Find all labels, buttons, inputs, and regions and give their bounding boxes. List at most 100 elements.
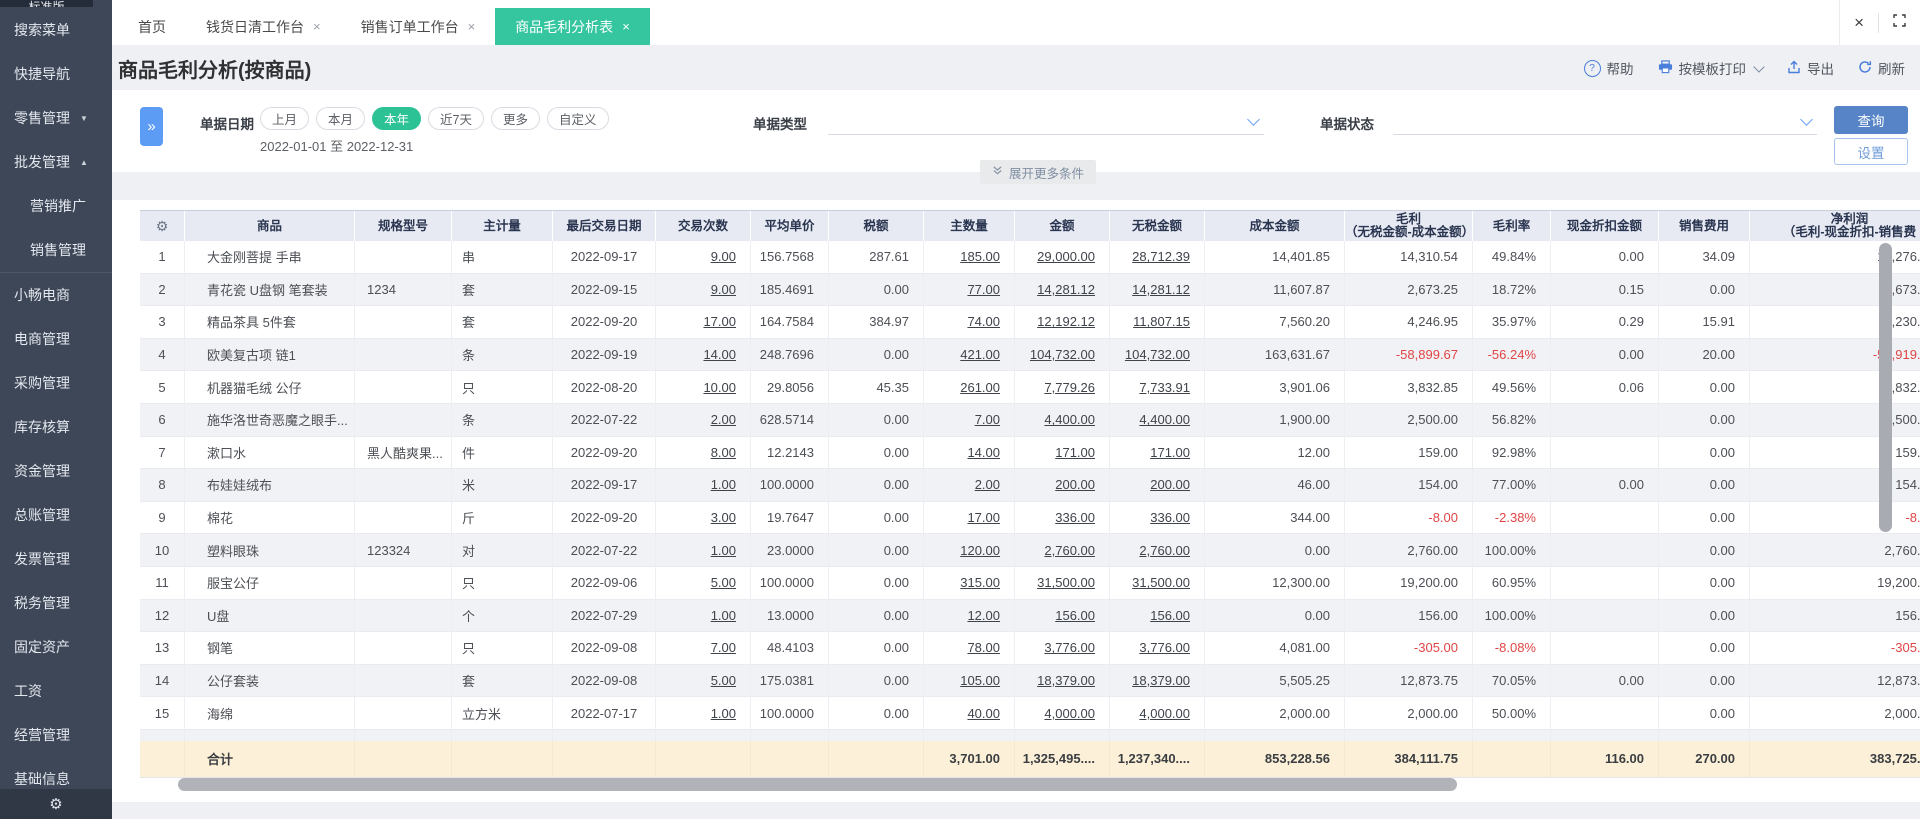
- help-button[interactable]: ? 帮助: [1583, 58, 1634, 78]
- column-header-unit[interactable]: 主计量: [452, 211, 553, 241]
- cell-qty[interactable]: 77.00: [924, 273, 1015, 307]
- expand-more-button[interactable]: 展开更多条件: [980, 160, 1097, 184]
- date-range-value[interactable]: 2022-01-01 至 2022-12-31: [260, 139, 414, 154]
- settings-button[interactable]: 设置: [1834, 138, 1908, 165]
- cell-untaxed-amount[interactable]: 4,400.00: [1110, 403, 1205, 437]
- cell-amount[interactable]: 104,732.00: [1015, 338, 1110, 372]
- cell-untaxed-amount[interactable]: 18,379.00: [1110, 664, 1205, 698]
- cell-untaxed-amount[interactable]: 156.00: [1110, 599, 1205, 633]
- column-header-selling-expense[interactable]: 销售费用: [1659, 211, 1750, 241]
- cell-untaxed-amount[interactable]: 200.00: [1110, 469, 1205, 502]
- table-row[interactable]: 15 海绵 立方米 2022-07-17 1.00 100.0000 0.00 40.00 4,…: [140, 697, 1920, 730]
- sidebar-item[interactable]: 销售管理: [0, 228, 112, 272]
- table-row[interactable]: 6 施华洛世奇恶魔之眼手... 条 2022-07-22 2.00 628.5714 0.0…: [140, 403, 1920, 437]
- close-icon[interactable]: ×: [1854, 12, 1864, 32]
- cell-trade-count[interactable]: 1.00: [656, 469, 751, 502]
- table-row[interactable]: 1 大金刚菩提 手串 串 2022-09-17 9.00 156.7568 287.61 18…: [140, 241, 1920, 274]
- sidebar-item[interactable]: 库存核算: [0, 405, 112, 449]
- cell-qty[interactable]: 14.00: [924, 436, 1015, 470]
- cell-trade-count[interactable]: 1.00: [656, 697, 751, 730]
- tab[interactable]: 销售订单工作台 ×: [341, 8, 496, 45]
- sidebar-footer[interactable]: ⚙: [0, 789, 112, 819]
- chevron-down-icon[interactable]: [1753, 60, 1765, 73]
- export-button[interactable]: 导出: [1787, 58, 1834, 78]
- cell-qty[interactable]: 421.00: [924, 338, 1015, 372]
- cell-qty[interactable]: 78.00: [924, 632, 1015, 665]
- sidebar-item[interactable]: 工资: [0, 669, 112, 713]
- cell-trade-count[interactable]: 3.00: [656, 501, 751, 535]
- table-row[interactable]: 12 U盘个 2022-07-29 1.00 13.0000 0.00 12.00 156.0…: [140, 599, 1920, 633]
- cell-trade-count[interactable]: 14.00: [656, 338, 751, 372]
- column-header-qty[interactable]: 主数量: [924, 211, 1015, 241]
- column-header-product[interactable]: 商品: [185, 211, 355, 241]
- doc-status-select[interactable]: [1393, 108, 1817, 135]
- cell-trade-count[interactable]: 5.00: [656, 664, 751, 698]
- cell-trade-count[interactable]: 17.00: [656, 306, 751, 339]
- sidebar-item[interactable]: 资金管理: [0, 449, 112, 493]
- sidebar-item[interactable]: 采购管理: [0, 361, 112, 405]
- column-header-untaxed-amount[interactable]: 无税金额: [1110, 211, 1205, 241]
- table-row[interactable]: 4 欧美复古项 链1 条 2022-09-19 14.00 248.7696 0.00 421…: [140, 338, 1920, 372]
- tab-close-icon[interactable]: ×: [622, 19, 630, 34]
- doc-type-select[interactable]: [828, 108, 1264, 135]
- refresh-button[interactable]: 刷新: [1858, 58, 1905, 78]
- table-row[interactable]: 3 精品茶具 5件套套 2022-09-20 17.00 164.7584 384.97 7…: [140, 306, 1920, 339]
- sidebar-item[interactable]: 搜索菜单: [0, 8, 112, 52]
- cell-untaxed-amount[interactable]: 11,807.15: [1110, 306, 1205, 339]
- column-header-row-number[interactable]: ⚙: [140, 211, 185, 241]
- table-row[interactable]: 16: [140, 729, 1920, 741]
- cell-untaxed-amount[interactable]: 31,500.00: [1110, 566, 1205, 600]
- cell-qty[interactable]: 315.00: [924, 566, 1015, 600]
- sidebar-item[interactable]: 发票管理: [0, 537, 112, 581]
- sidebar-item[interactable]: 电商管理: [0, 317, 112, 361]
- tab[interactable]: 首页: [118, 8, 186, 45]
- cell-untaxed-amount[interactable]: 4,000.00: [1110, 697, 1205, 730]
- vertical-scrollbar[interactable]: [1879, 243, 1892, 532]
- sidebar-item[interactable]: 总账管理: [0, 493, 112, 537]
- cell-amount[interactable]: 29,000.00: [1015, 241, 1110, 274]
- column-header-avg-price[interactable]: 平均单价: [751, 211, 829, 241]
- fullscreen-icon[interactable]: [1893, 13, 1906, 32]
- cell-trade-count[interactable]: 10.00: [656, 371, 751, 404]
- date-chip[interactable]: 上月: [260, 107, 310, 130]
- cell-qty[interactable]: 7.00: [924, 403, 1015, 437]
- cell-amount[interactable]: 2,760.00: [1015, 534, 1110, 567]
- cell-untaxed-amount[interactable]: 28,712.39: [1110, 241, 1205, 274]
- date-chip[interactable]: 更多: [491, 107, 541, 130]
- cell-amount[interactable]: 171.00: [1015, 436, 1110, 470]
- table-row[interactable]: 14 公仔套装套 2022-09-08 5.00 175.0381 0.00 105.00 1…: [140, 664, 1920, 698]
- table-row[interactable]: 9 棉花斤 2022-09-20 3.00 19.7647 0.00 17.00 336.00…: [140, 501, 1920, 535]
- cell-qty[interactable]: 120.00: [924, 534, 1015, 567]
- cell-qty[interactable]: 2.00: [924, 469, 1015, 502]
- cell-trade-count[interactable]: 9.00: [656, 273, 751, 307]
- date-chip[interactable]: 本月: [316, 107, 366, 130]
- cell-amount[interactable]: 156.00: [1015, 599, 1110, 633]
- cell-untaxed-amount[interactable]: 14,281.12: [1110, 273, 1205, 307]
- column-header-last-trade-date[interactable]: 最后交易日期: [553, 211, 656, 241]
- date-chip[interactable]: 本年: [372, 107, 422, 130]
- sidebar-item[interactable]: 基础信息: [0, 757, 112, 801]
- column-header-amount[interactable]: 金额: [1015, 211, 1110, 241]
- cell-untaxed-amount[interactable]: 3,776.00: [1110, 632, 1205, 665]
- cell-untaxed-amount[interactable]: 104,732.00: [1110, 338, 1205, 372]
- cell-qty[interactable]: 185.00: [924, 241, 1015, 274]
- cell-untaxed-amount[interactable]: 336.00: [1110, 501, 1205, 535]
- settings-gear-icon[interactable]: ⚙: [49, 796, 63, 813]
- sidebar-item[interactable]: 零售管理 ▼: [0, 96, 112, 140]
- cell-untaxed-amount[interactable]: 7,733.91: [1110, 371, 1205, 404]
- column-header-spec-model[interactable]: 规格型号: [355, 211, 452, 241]
- sidebar-item[interactable]: 经营管理: [0, 713, 112, 757]
- cell-trade-count[interactable]: 1.00: [656, 599, 751, 633]
- table-row[interactable]: 8 布娃娃绒布米 2022-09-17 1.00 100.0000 0.00 2.00 200…: [140, 469, 1920, 502]
- sidebar-item[interactable]: 营销推广: [0, 184, 112, 228]
- table-row[interactable]: 11 服宝公仔只 2022-09-06 5.00 100.0000 0.00 315.00 3…: [140, 566, 1920, 600]
- cell-qty[interactable]: 261.00: [924, 371, 1015, 404]
- cell-amount[interactable]: 4,000.00: [1015, 697, 1110, 730]
- cell-qty[interactable]: 12.00: [924, 599, 1015, 633]
- sidebar-item[interactable]: 快捷导航: [0, 52, 112, 96]
- column-header-cost-amount[interactable]: 成本金额: [1205, 211, 1345, 241]
- cell-amount[interactable]: 7,779.26: [1015, 371, 1110, 404]
- cell-amount[interactable]: 3,776.00: [1015, 632, 1110, 665]
- cell-trade-count[interactable]: 9.00: [656, 241, 751, 274]
- column-header-gross-margin[interactable]: 毛利率: [1473, 211, 1551, 241]
